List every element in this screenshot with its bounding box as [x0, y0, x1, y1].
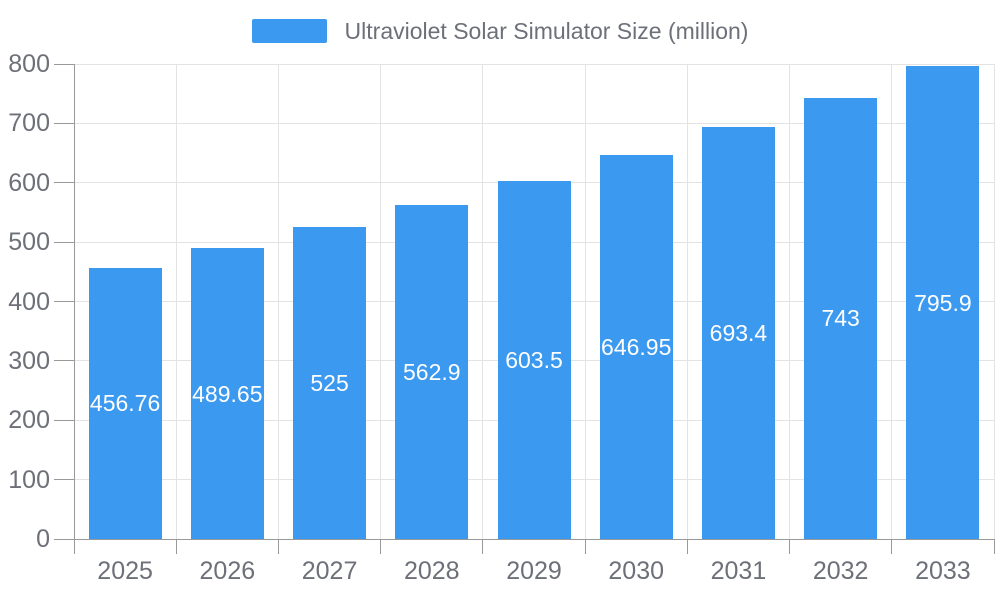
- x-axis-label: 2030: [608, 557, 665, 585]
- x-axis-tick: [789, 539, 791, 554]
- x-axis-label: 2031: [710, 557, 767, 585]
- bar[interactable]: [906, 66, 980, 539]
- x-axis-label: 2032: [812, 557, 869, 585]
- y-axis-label: 200: [8, 406, 50, 435]
- y-axis-label: 700: [8, 109, 50, 138]
- y-axis-tick: [54, 182, 74, 184]
- y-axis-tick: [54, 479, 74, 481]
- gridline-horizontal: [74, 63, 994, 65]
- x-axis-label: 2029: [506, 557, 562, 585]
- y-axis-label: 500: [8, 228, 50, 257]
- legend-item[interactable]: Ultraviolet Solar Simulator Size (millio…: [0, 19, 1000, 43]
- y-axis-label: 0: [36, 525, 50, 553]
- y-axis-label: 800: [8, 50, 50, 78]
- x-axis-label: 2027: [301, 557, 358, 585]
- legend-swatch: [251, 19, 327, 43]
- y-axis-tick: [54, 419, 74, 421]
- x-axis-tick: [482, 539, 484, 554]
- legend-label: Ultraviolet Solar Simulator Size (millio…: [344, 18, 749, 44]
- y-axis-line: [73, 64, 75, 539]
- gridline-vertical: [584, 64, 586, 539]
- gridline-vertical: [277, 64, 279, 539]
- gridline-vertical: [686, 64, 688, 539]
- x-axis-tick: [686, 539, 688, 554]
- y-axis-tick: [54, 360, 74, 362]
- y-axis-tick: [54, 122, 74, 124]
- gridline-vertical: [993, 64, 995, 539]
- x-axis-label: 2026: [199, 557, 256, 585]
- y-axis-tick: [54, 63, 74, 65]
- x-axis-tick: [584, 539, 586, 554]
- y-axis-label: 100: [8, 465, 50, 494]
- bar[interactable]: [497, 180, 571, 539]
- gridline-vertical: [789, 64, 791, 539]
- x-axis-tick: [277, 539, 279, 554]
- x-axis-tick: [891, 539, 893, 554]
- bar[interactable]: [88, 267, 162, 539]
- x-axis-line: [74, 538, 994, 540]
- x-axis-label: 2025: [97, 557, 153, 585]
- x-axis-tick: [73, 539, 75, 554]
- x-axis-tick: [175, 539, 177, 554]
- y-axis-label: 600: [8, 168, 50, 197]
- bar[interactable]: [804, 97, 878, 539]
- gridline-horizontal: [74, 122, 994, 124]
- y-axis-label: 400: [8, 287, 50, 316]
- x-axis-label: 2028: [403, 557, 460, 585]
- y-axis-tick: [54, 241, 74, 243]
- gridline-vertical: [482, 64, 484, 539]
- x-axis-label: 2033: [915, 557, 971, 585]
- x-axis-tick: [380, 539, 382, 554]
- gridline-vertical: [380, 64, 382, 539]
- x-axis-tick: [993, 539, 995, 554]
- bar[interactable]: [395, 204, 469, 539]
- y-axis-tick: [54, 538, 74, 540]
- gridline-vertical: [175, 64, 177, 539]
- bar[interactable]: [599, 154, 673, 539]
- y-axis-tick: [54, 301, 74, 302]
- bar[interactable]: [190, 248, 264, 539]
- bar[interactable]: [293, 227, 367, 539]
- gridline-vertical: [891, 64, 893, 539]
- y-axis-label: 300: [8, 346, 50, 375]
- bar[interactable]: [701, 127, 775, 539]
